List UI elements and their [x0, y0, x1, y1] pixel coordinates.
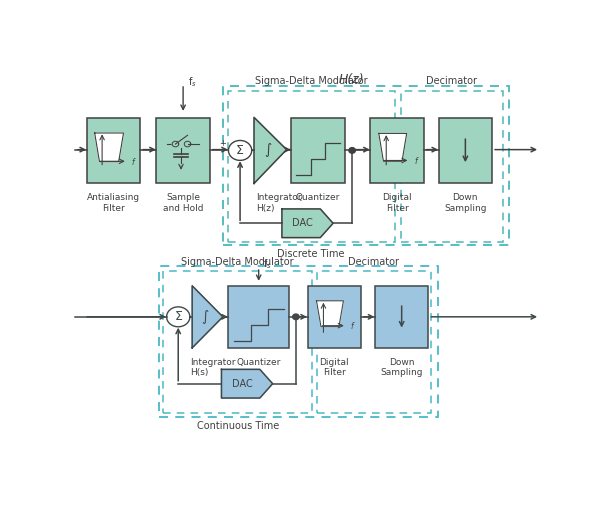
- Polygon shape: [316, 301, 343, 327]
- Text: Σ: Σ: [236, 144, 244, 157]
- Polygon shape: [95, 133, 124, 162]
- Text: Decimator: Decimator: [348, 257, 399, 267]
- FancyBboxPatch shape: [308, 286, 361, 348]
- Text: Σ: Σ: [174, 310, 182, 323]
- Polygon shape: [349, 148, 355, 153]
- Text: DAC: DAC: [232, 378, 253, 389]
- Text: Antialiasing
Filter: Antialiasing Filter: [87, 193, 140, 213]
- Polygon shape: [254, 117, 287, 184]
- Bar: [401, 90, 503, 242]
- Text: f: f: [414, 157, 417, 166]
- Polygon shape: [221, 369, 272, 398]
- Polygon shape: [184, 141, 191, 147]
- Text: Digital
Filter: Digital Filter: [382, 193, 412, 213]
- Text: Sample
and Hold: Sample and Hold: [163, 193, 203, 213]
- Polygon shape: [167, 307, 190, 327]
- Polygon shape: [379, 133, 407, 161]
- Polygon shape: [282, 209, 333, 238]
- FancyBboxPatch shape: [291, 118, 345, 184]
- Bar: [223, 86, 509, 245]
- Text: Down
Sampling: Down Sampling: [380, 358, 423, 377]
- Text: f: f: [350, 322, 353, 331]
- Text: Integrator
H(s): Integrator H(s): [190, 358, 235, 377]
- Text: Sigma-Delta Modulator: Sigma-Delta Modulator: [181, 257, 294, 267]
- Polygon shape: [192, 286, 223, 348]
- FancyBboxPatch shape: [86, 118, 140, 184]
- Text: Decimator: Decimator: [426, 76, 477, 86]
- FancyBboxPatch shape: [229, 286, 289, 348]
- FancyBboxPatch shape: [157, 118, 210, 184]
- FancyBboxPatch shape: [370, 118, 424, 184]
- Bar: [163, 270, 312, 413]
- Text: Quantizer: Quantizer: [296, 193, 340, 203]
- Text: ∫: ∫: [265, 143, 272, 157]
- Text: DAC: DAC: [292, 218, 313, 229]
- Text: Sigma-Delta Modulator: Sigma-Delta Modulator: [255, 76, 368, 86]
- Bar: [317, 270, 431, 413]
- Text: f: f: [131, 158, 134, 167]
- Text: f$_s$: f$_s$: [263, 257, 272, 271]
- Text: Continuous Time: Continuous Time: [197, 421, 279, 431]
- Text: Quantizer: Quantizer: [236, 358, 281, 367]
- Text: ∫: ∫: [202, 310, 209, 324]
- FancyBboxPatch shape: [375, 286, 428, 348]
- Polygon shape: [172, 141, 179, 147]
- Bar: [227, 90, 395, 242]
- Text: +: +: [219, 139, 226, 148]
- Text: H(z): H(z): [339, 73, 364, 86]
- FancyBboxPatch shape: [439, 118, 492, 184]
- Polygon shape: [293, 314, 299, 320]
- Text: Digital
Filter: Digital Filter: [319, 358, 349, 377]
- Text: f$_s$: f$_s$: [188, 75, 197, 89]
- Polygon shape: [229, 141, 252, 160]
- Text: Integrator
H(z): Integrator H(z): [256, 193, 302, 213]
- Bar: [158, 266, 438, 417]
- Text: Discrete Time: Discrete Time: [277, 249, 345, 259]
- Text: Down
Sampling: Down Sampling: [444, 193, 487, 213]
